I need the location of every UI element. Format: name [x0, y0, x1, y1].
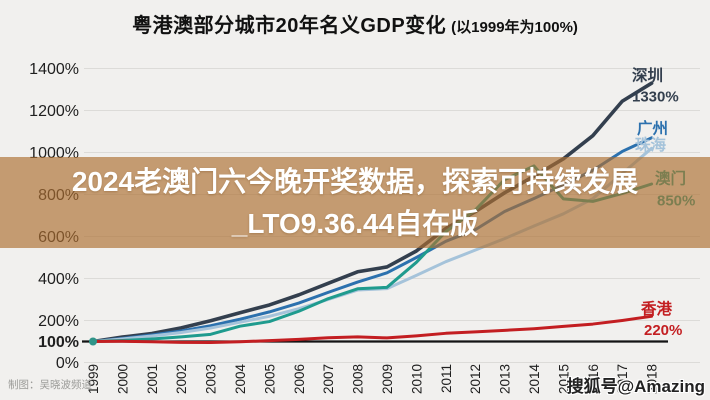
series-label-广州: 广州 — [637, 118, 668, 137]
series-end-value-香港: 220% — [644, 322, 682, 339]
x-axis-year-label: 2006 — [292, 364, 307, 394]
x-axis-year-label: 2013 — [498, 364, 513, 394]
x-axis-year-label: 2016 — [586, 364, 601, 394]
chart-title: 粤港澳部分城市20年名义GDP变化 (以1999年为100%) — [0, 9, 710, 38]
x-axis-year-label: 2003 — [204, 364, 219, 394]
series-line-香港 — [91, 314, 654, 345]
x-axis-year-label: 2015 — [556, 364, 571, 394]
x-axis-year-label: 2001 — [145, 364, 160, 394]
series-label-珠海: 珠海 — [635, 135, 667, 154]
x-axis-year-label: 2000 — [115, 364, 130, 394]
x-axis-year-label: 2010 — [409, 364, 424, 394]
chart-title-subtitle: (以1999年为100%) — [451, 19, 578, 36]
y-axis-tick-label: 100% — [38, 334, 79, 351]
x-axis-year-label: 2008 — [351, 364, 366, 394]
x-axis-year-label: 2007 — [321, 364, 336, 394]
banner-overlay: 2024老澳门六今晚开奖数据，探索可持续发展 _LTO9.36.44自在版 — [0, 157, 710, 248]
x-axis-year-label: 2014 — [527, 364, 542, 395]
y-axis-tick-label: 1400% — [29, 61, 79, 78]
x-axis-year-label: 2011 — [439, 364, 454, 393]
x-axis-year-label: 2009 — [380, 364, 395, 394]
x-axis-year-label: 2012 — [468, 364, 483, 394]
y-axis-tick-label: 400% — [38, 271, 79, 288]
series-label-深圳: 深圳 — [632, 67, 663, 85]
x-axis-year-label: 1999 — [86, 364, 101, 394]
x-axis-year-label: 2004 — [233, 364, 248, 395]
x-axis-year-label: 2005 — [262, 364, 277, 394]
x-axis-year-label: 2018 — [645, 364, 660, 394]
x-axis-year-label: 2002 — [174, 364, 189, 394]
series-end-value-深圳: 1330% — [632, 89, 679, 106]
y-axis-tick-label: 0% — [56, 355, 79, 372]
chart-title-main: 粤港澳部分城市20年名义GDP变化 — [132, 15, 447, 37]
credit-text: 制图：吴晓波频道 — [8, 379, 92, 391]
start-dot — [89, 337, 97, 346]
y-axis-tick-label: 1200% — [29, 103, 79, 120]
x-axis-year-label: 2017 — [615, 364, 630, 394]
y-axis-tick-label: 200% — [38, 313, 79, 330]
series-label-香港: 香港 — [641, 299, 673, 318]
watermark-sohu: 搜狐号@Amazing — [566, 377, 705, 396]
banner-text-line1: 2024老澳门六今晚开奖数据，探索可持续发展 — [71, 166, 639, 197]
banner-text-line2: _LTO9.36.44自在版 — [231, 208, 479, 239]
